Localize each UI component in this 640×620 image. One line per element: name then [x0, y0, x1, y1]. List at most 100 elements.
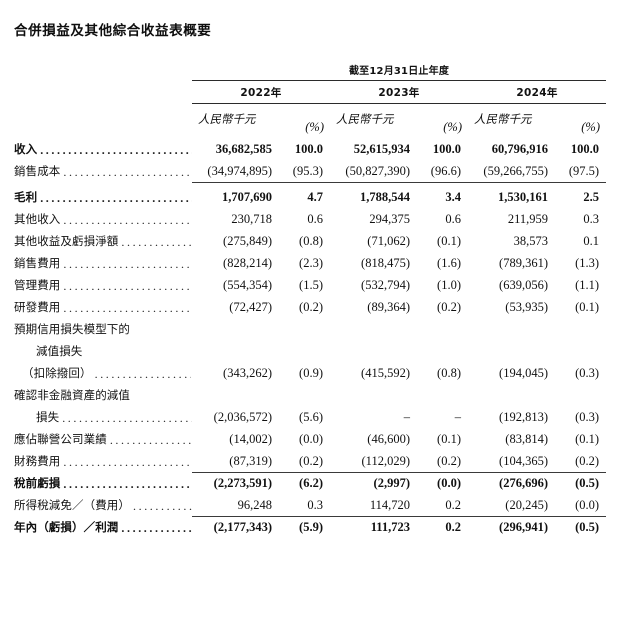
table-body: 收入......................................…: [14, 138, 607, 538]
leader-dots: ........................................: [63, 302, 192, 314]
cell-percent: (5.9): [299, 520, 323, 534]
cell-percent: [276, 340, 330, 362]
cell-amount: 52,615,934: [353, 142, 410, 156]
cell-percent: [414, 384, 468, 406]
table-row: 其他收入....................................…: [14, 208, 606, 230]
cell-amount: 111,723: [370, 520, 410, 534]
cell-percent: 0.6: [445, 212, 461, 226]
leader-dots: ........................................: [109, 434, 192, 446]
cell-amount: (87,319): [192, 450, 276, 473]
row-label-text: 銷售成本: [14, 164, 61, 178]
table-row: 管理費用....................................…: [14, 274, 606, 296]
cell-amount: [330, 384, 414, 406]
header-top-rule-row: [14, 80, 607, 81]
cell-amount: (2,997): [373, 476, 410, 490]
leader-dots: ........................................: [62, 412, 192, 424]
row-label-text: 毛利: [14, 190, 38, 204]
row-label: 財務費用....................................…: [14, 450, 192, 472]
cell-amount: [468, 340, 552, 362]
cell-amount: [192, 384, 276, 406]
row-label-text: （扣除撥回）: [22, 366, 92, 380]
row-label: 銷售成本....................................…: [14, 160, 192, 182]
header-units-row: 人民幣千元 (%) 人民幣千元 (%) 人民幣千元 (%): [14, 104, 606, 138]
header-rule-2024: [468, 103, 607, 104]
cell-percent: –: [454, 410, 461, 424]
cell-amount: [330, 318, 414, 340]
cell-amount: (789,361): [499, 256, 548, 270]
cell-percent: (0.9): [299, 366, 323, 380]
unit-spacer: [14, 104, 192, 138]
header-year-2023: 2023年: [378, 87, 420, 99]
cell-amount: (112,029): [330, 450, 414, 473]
row-label: 稅前虧損....................................…: [14, 472, 192, 494]
cell-amount: (194,045): [499, 366, 548, 380]
header-unit-rmb-2024: 人民幣千元: [474, 114, 532, 126]
cell-percent: (0.1): [575, 300, 600, 314]
row-label-text: 稅前虧損: [14, 476, 61, 490]
cell-percent: 0.3: [276, 494, 330, 517]
table-row: 銷售費用....................................…: [14, 252, 606, 274]
cell-amount: (818,475): [361, 256, 410, 270]
table-row: 所得稅減免／（費用）..............................…: [14, 494, 607, 517]
cell-percent: 0.6: [307, 212, 323, 226]
row-label: 收入......................................…: [14, 138, 192, 160]
year-spacer: [14, 81, 192, 104]
cell-amount: (71,062): [367, 234, 410, 248]
cell-amount: (276,696): [499, 476, 548, 490]
cell-amount: (72,427): [229, 300, 272, 314]
income-statement-table: 截至12月31日止年度 2022年 2023年 2024年 人民幣千元: [14, 62, 626, 538]
row-label: 預期信用損失模型下的: [14, 318, 192, 340]
cell-percent: 4.7: [307, 190, 323, 204]
cell-percent: 100.0: [432, 142, 461, 156]
cell-amount: (828,214): [223, 256, 272, 270]
leader-dots: ........................................: [94, 368, 191, 380]
cell-percent: [414, 340, 468, 362]
row-label-text: 研發費用: [14, 300, 61, 314]
row-label: 其他收入....................................…: [14, 208, 192, 230]
leader-dots: ........................................: [40, 144, 192, 156]
header-unit-pct-2023: (%): [443, 120, 462, 134]
cell-percent: 0.3: [583, 212, 600, 226]
cell-percent: (0.2): [552, 450, 607, 473]
row-label-text: 確認非金融資產的減值: [14, 388, 130, 402]
row-label: 損失......................................…: [14, 406, 192, 428]
cell-percent: (0.5): [575, 520, 600, 534]
cell-amount: (415,592): [361, 366, 410, 380]
cell-percent: [552, 340, 606, 362]
cell-amount: (104,365): [468, 450, 552, 473]
cell-amount: 114,720: [330, 494, 414, 517]
cell-percent: 2.5: [583, 190, 600, 204]
cell-amount: (554,354): [223, 278, 272, 292]
table-row: 減值損失: [14, 340, 606, 362]
cell-amount: (83,814): [505, 432, 548, 446]
row-label-text: 減值損失: [36, 344, 83, 358]
row-label-text: 年內（虧損）／利潤: [14, 520, 119, 534]
table-row: （扣除撥回）..................................…: [14, 362, 606, 384]
cell-percent: (0.2): [299, 300, 323, 314]
cell-amount: 1,707,690: [222, 190, 272, 204]
leader-dots: ........................................: [63, 166, 192, 178]
row-label: 所得稅減免／（費用）..............................…: [14, 494, 192, 516]
table-row: 財務費用....................................…: [14, 450, 607, 473]
cell-percent: (97.5): [552, 160, 607, 183]
row-label: 毛利......................................…: [14, 182, 192, 208]
cell-percent: (1.1): [575, 278, 600, 292]
row-label: 研發費用....................................…: [14, 296, 192, 318]
table-row: 銷售成本....................................…: [14, 160, 607, 183]
table-row: 確認非金融資產的減值: [14, 384, 606, 406]
cell-amount: (46,600): [367, 432, 410, 446]
cell-percent: (0.0): [437, 476, 461, 490]
cell-percent: (1.0): [437, 278, 461, 292]
cell-percent: 100.0: [294, 142, 323, 156]
cell-percent: [552, 318, 606, 340]
row-label-text: 其他收益及虧損淨額: [14, 234, 119, 248]
row-label: 減值損失: [14, 340, 192, 362]
cell-amount: (2,036,572): [213, 410, 272, 424]
cell-amount: [468, 384, 552, 406]
cell-amount: (2,273,591): [213, 476, 272, 490]
row-label: 管理費用....................................…: [14, 274, 192, 296]
cell-percent: (1.3): [575, 256, 600, 270]
cell-amount: –: [403, 410, 410, 424]
header-year-2024: 2024年: [516, 87, 558, 99]
